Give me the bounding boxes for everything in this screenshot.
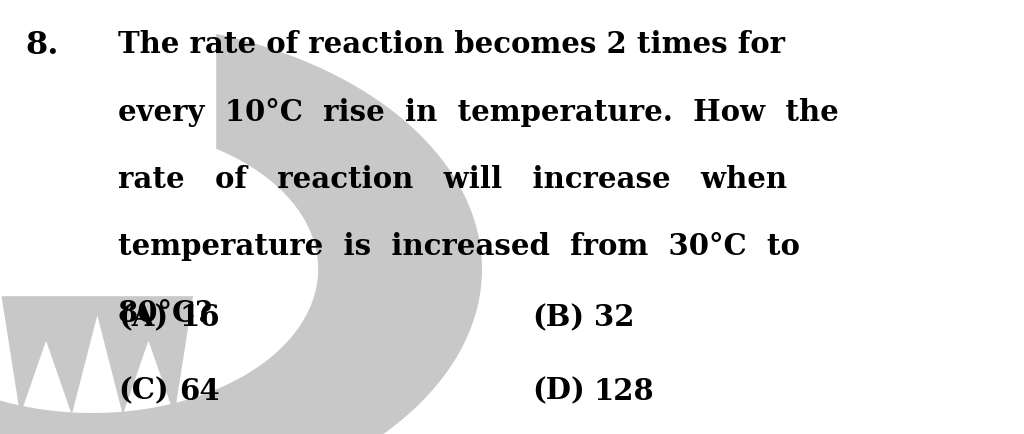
Text: 16: 16 xyxy=(179,303,220,332)
Text: (B): (B) xyxy=(532,303,585,332)
Text: (D): (D) xyxy=(532,377,586,406)
Text: 128: 128 xyxy=(594,377,654,406)
Text: rate   of   reaction   will   increase   when: rate of reaction will increase when xyxy=(118,165,786,194)
Text: 32: 32 xyxy=(594,303,635,332)
Text: 80°C?: 80°C? xyxy=(118,299,213,329)
Text: temperature  is  increased  from  30°C  to: temperature is increased from 30°C to xyxy=(118,232,800,261)
Text: every  10°C  rise  in  temperature.  How  the: every 10°C rise in temperature. How the xyxy=(118,98,839,127)
Polygon shape xyxy=(0,282,195,412)
Text: (A): (A) xyxy=(118,303,168,332)
Text: The rate of reaction becomes 2 times for: The rate of reaction becomes 2 times for xyxy=(118,30,784,59)
Text: (C): (C) xyxy=(118,377,168,406)
Polygon shape xyxy=(0,22,481,434)
Text: 64: 64 xyxy=(179,377,220,406)
Polygon shape xyxy=(0,0,215,295)
Text: 8.: 8. xyxy=(26,30,59,61)
Polygon shape xyxy=(0,126,317,412)
